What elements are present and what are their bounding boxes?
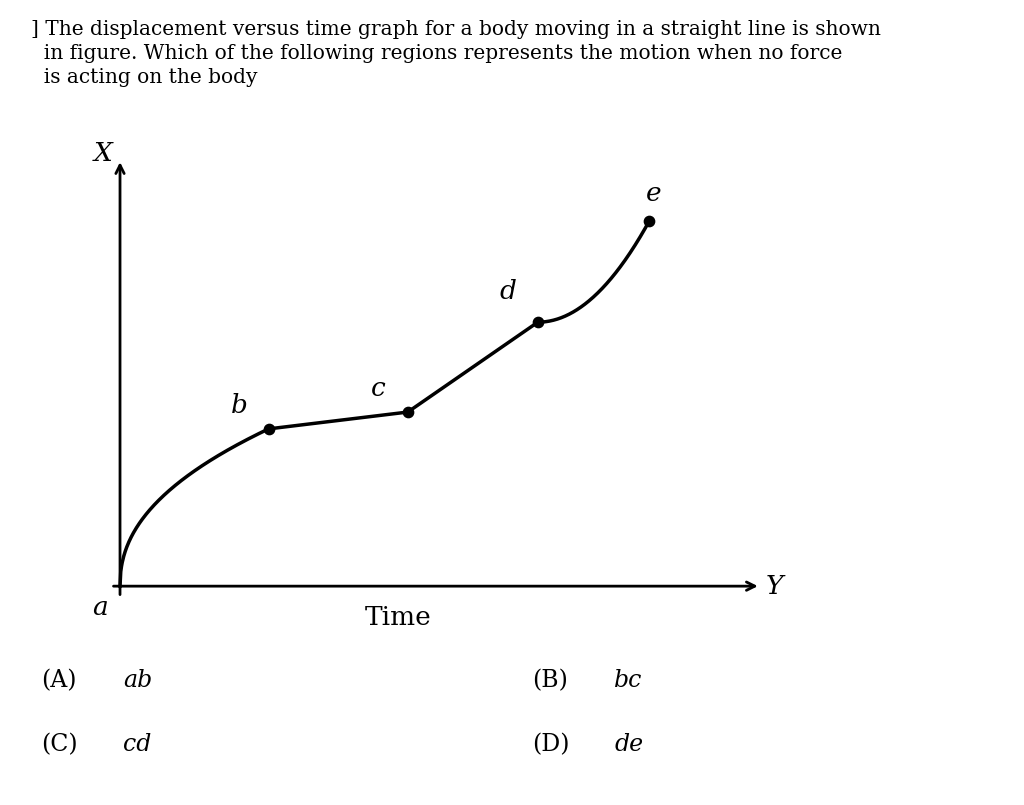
Text: de: de <box>614 733 643 756</box>
Text: Time: Time <box>366 605 432 630</box>
Text: (D): (D) <box>532 733 570 756</box>
Text: e: e <box>646 180 662 205</box>
Text: cd: cd <box>123 733 152 756</box>
Text: a: a <box>92 595 108 620</box>
Text: in figure. Which of the following regions represents the motion when no force: in figure. Which of the following region… <box>31 44 842 64</box>
Text: (A): (A) <box>41 669 77 691</box>
Text: (C): (C) <box>41 733 78 756</box>
Text: bc: bc <box>614 669 643 691</box>
Point <box>641 215 657 228</box>
Text: ] The displacement versus time graph for a body moving in a straight line is sho: ] The displacement versus time graph for… <box>31 20 881 39</box>
Point <box>399 406 416 419</box>
Point <box>529 316 546 328</box>
Text: X: X <box>94 141 113 166</box>
Point <box>260 423 276 436</box>
Text: Y: Y <box>766 574 783 599</box>
Text: ab: ab <box>123 669 153 691</box>
Text: d: d <box>500 279 516 303</box>
Text: (B): (B) <box>532 669 568 691</box>
Text: b: b <box>230 393 247 418</box>
Text: c: c <box>371 376 385 401</box>
Text: is acting on the body: is acting on the body <box>31 68 257 88</box>
